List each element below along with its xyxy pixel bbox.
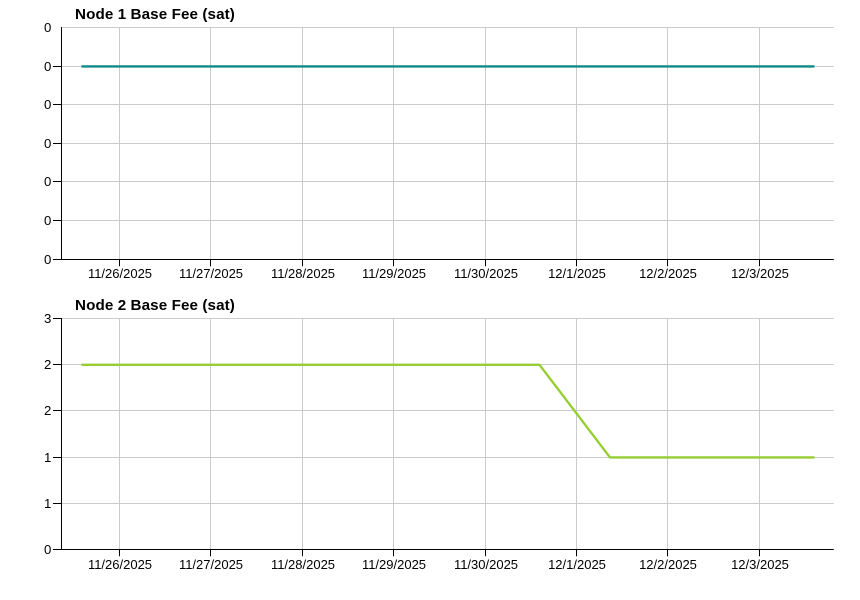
svg-text:2: 2 bbox=[44, 403, 51, 418]
svg-text:0: 0 bbox=[44, 20, 51, 35]
svg-text:11/26/2025: 11/26/2025 bbox=[88, 266, 152, 281]
svg-text:12/2/2025: 12/2/2025 bbox=[639, 557, 697, 572]
svg-text:0: 0 bbox=[44, 213, 51, 228]
svg-text:11/26/2025: 11/26/2025 bbox=[88, 557, 152, 572]
svg-text:2: 2 bbox=[44, 357, 51, 372]
svg-text:11/28/2025: 11/28/2025 bbox=[271, 266, 335, 281]
svg-text:12/3/2025: 12/3/2025 bbox=[731, 266, 789, 281]
svg-text:11/30/2025: 11/30/2025 bbox=[454, 557, 518, 572]
svg-text:11/28/2025: 11/28/2025 bbox=[271, 557, 335, 572]
svg-text:11/30/2025: 11/30/2025 bbox=[454, 266, 518, 281]
svg-text:11/29/2025: 11/29/2025 bbox=[362, 266, 426, 281]
svg-text:0: 0 bbox=[44, 59, 51, 74]
svg-text:11/27/2025: 11/27/2025 bbox=[179, 557, 243, 572]
svg-text:12/1/2025: 12/1/2025 bbox=[548, 266, 606, 281]
svg-text:1: 1 bbox=[44, 450, 51, 465]
svg-text:0: 0 bbox=[44, 136, 51, 151]
svg-text:0: 0 bbox=[44, 252, 51, 267]
svg-text:3: 3 bbox=[44, 311, 51, 326]
svg-text:Node 1 Base Fee (sat): Node 1 Base Fee (sat) bbox=[75, 6, 235, 23]
svg-text:0: 0 bbox=[44, 97, 51, 112]
svg-text:12/1/2025: 12/1/2025 bbox=[548, 557, 606, 572]
svg-text:11/29/2025: 11/29/2025 bbox=[362, 557, 426, 572]
svg-text:11/27/2025: 11/27/2025 bbox=[179, 266, 243, 281]
svg-text:0: 0 bbox=[44, 542, 51, 557]
svg-text:0: 0 bbox=[44, 174, 51, 189]
svg-text:Node 2 Base Fee (sat): Node 2 Base Fee (sat) bbox=[75, 297, 235, 314]
svg-text:1: 1 bbox=[44, 496, 51, 511]
svg-text:12/3/2025: 12/3/2025 bbox=[731, 557, 789, 572]
svg-text:12/2/2025: 12/2/2025 bbox=[639, 266, 697, 281]
